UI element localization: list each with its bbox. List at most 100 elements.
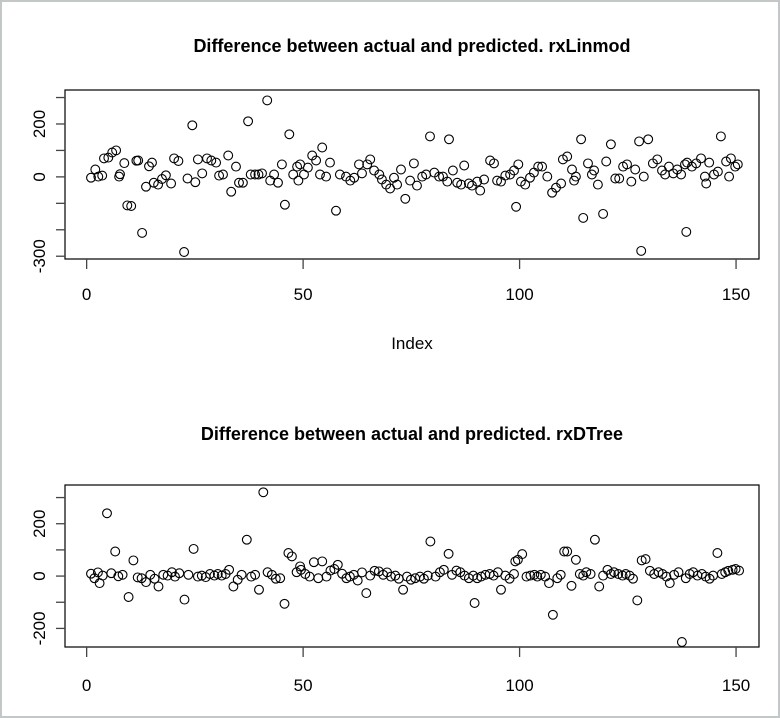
data-point (434, 171, 445, 182)
data-point (517, 549, 528, 560)
data-point (250, 569, 261, 580)
data-point (160, 170, 171, 181)
data-point (634, 136, 645, 147)
chart2-y-tick-label: 200 (30, 510, 49, 538)
data-point (110, 546, 121, 557)
data-point (513, 159, 524, 170)
data-point (570, 171, 581, 182)
data-point (279, 199, 290, 210)
chart1-x-tick-label: 0 (82, 285, 91, 304)
data-point (254, 584, 264, 595)
data-point (408, 158, 419, 169)
chart1-x-axis-label: Index (391, 334, 433, 353)
data-point (97, 170, 108, 181)
chart2-group: 0 50 100 150 200 0 -200 (30, 484, 760, 695)
data-point (676, 169, 687, 180)
data-point (192, 571, 203, 582)
data-point (704, 157, 715, 168)
data-point (286, 551, 297, 562)
data-point (447, 165, 458, 176)
chart1-x-tick-label: 150 (722, 285, 750, 304)
data-point (715, 131, 726, 142)
data-point (273, 177, 283, 188)
data-point (622, 159, 632, 170)
data-point (425, 131, 435, 142)
data-point (547, 609, 558, 620)
data-point (283, 548, 294, 558)
data-point (179, 247, 190, 257)
chart1-y-tick-label: 200 (30, 110, 49, 138)
data-point (511, 201, 522, 212)
data-point (90, 164, 101, 175)
data-point (578, 212, 589, 223)
data-point (614, 173, 625, 184)
data-point (480, 569, 491, 580)
data-point (354, 159, 364, 170)
data-point (293, 175, 304, 186)
data-point (197, 168, 208, 179)
data-point (205, 569, 215, 579)
data-point (275, 573, 286, 584)
data-point (442, 176, 453, 187)
data-point (556, 178, 567, 189)
chart1-group: 0 50 100 150 200 0 -300 (30, 89, 760, 304)
data-point (284, 129, 295, 140)
chart1-plot-box (64, 89, 760, 260)
data-point (133, 155, 144, 166)
data-point (149, 573, 160, 584)
data-point (224, 564, 235, 575)
data-point (696, 153, 706, 164)
chart1-y-tick-label: -300 (30, 239, 49, 273)
data-point (141, 577, 151, 588)
chart1-title: Difference between actual and predicted.… (193, 36, 631, 56)
data-point (357, 168, 367, 179)
data-point (206, 155, 217, 166)
data-point (311, 155, 322, 166)
data-point (405, 574, 416, 585)
data-point (86, 172, 96, 183)
data-point (270, 573, 281, 584)
data-point (444, 134, 454, 145)
data-point (234, 177, 244, 188)
data-point (223, 150, 234, 161)
data-point (236, 569, 247, 580)
data-point (111, 145, 122, 156)
data-point (369, 565, 380, 576)
data-point (361, 588, 372, 599)
data-point (390, 570, 401, 581)
data-point (357, 567, 367, 578)
data-point (562, 151, 573, 162)
data-point (661, 571, 672, 582)
data-point (632, 595, 643, 606)
data-point (190, 177, 201, 188)
data-point (257, 168, 267, 179)
data-point (640, 554, 651, 565)
data-point (153, 581, 164, 592)
data-point (559, 546, 570, 557)
data-point (292, 161, 303, 172)
data-point (676, 637, 687, 647)
data-point (365, 154, 376, 165)
data-point (643, 134, 654, 145)
data-point (279, 598, 290, 609)
data-point (492, 175, 503, 186)
data-point (500, 170, 511, 181)
data-point (398, 584, 409, 595)
data-point (533, 161, 544, 172)
data-point (509, 569, 519, 579)
data-point (188, 543, 199, 554)
data-point (601, 156, 612, 167)
data-point (179, 594, 190, 605)
data-point (732, 159, 743, 170)
data-point (521, 571, 532, 582)
data-point (243, 116, 254, 127)
data-point (680, 159, 690, 170)
chart2-x-tick-label: 0 (82, 676, 91, 695)
data-point (214, 170, 225, 181)
data-point (512, 554, 523, 565)
data-point (555, 569, 566, 580)
data-point (132, 572, 143, 583)
data-point (626, 176, 637, 187)
data-point (723, 565, 734, 576)
